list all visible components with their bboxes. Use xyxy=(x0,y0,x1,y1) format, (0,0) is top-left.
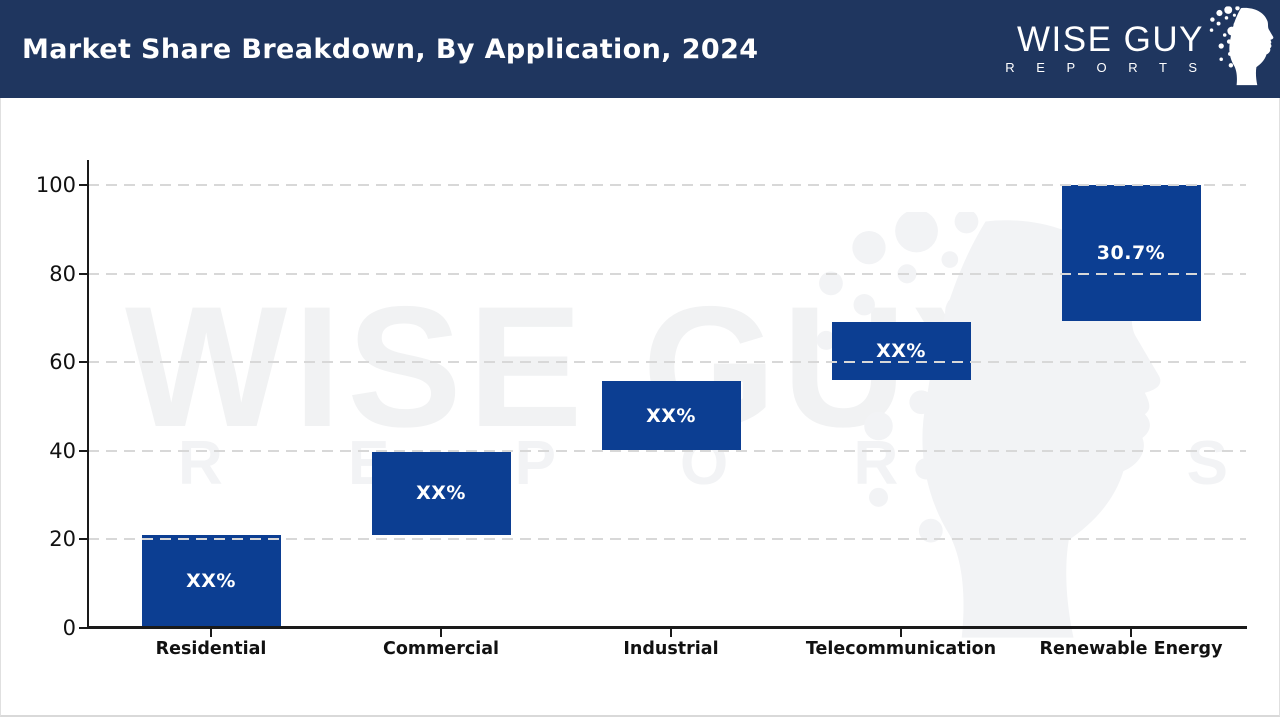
bar-value-label: XX% xyxy=(416,482,466,505)
gridline-20 xyxy=(88,538,1246,540)
y-tick-20 xyxy=(79,538,88,540)
y-axis-line xyxy=(87,160,89,629)
y-tick-label-100: 100 xyxy=(35,173,76,197)
x-axis-line xyxy=(87,626,1247,629)
y-tick-60 xyxy=(79,361,88,363)
category-label-telecommunication: Telecommunication xyxy=(805,639,997,659)
y-tick-label-80: 80 xyxy=(49,261,76,286)
bar-value-label: XX% xyxy=(186,570,236,593)
category-label-industrial: Industrial xyxy=(623,639,719,659)
bar-commercial: XX% xyxy=(371,451,511,535)
bar-value-label: XX% xyxy=(876,340,926,363)
gridline-60 xyxy=(88,361,1246,363)
x-tick-telecommunication xyxy=(900,629,902,637)
category-label-residential: Residential xyxy=(155,639,267,659)
chart-title: Market Share Breakdown, By Application, … xyxy=(22,34,759,65)
y-tick-80 xyxy=(79,272,88,275)
y-tick-100 xyxy=(79,184,88,186)
x-tick-renewable-energy xyxy=(1130,629,1132,637)
bar-telecommunication: XX% xyxy=(831,322,971,381)
bar-industrial: XX% xyxy=(601,381,741,451)
category-label-renewable-energy: Renewable Energy xyxy=(1039,639,1223,659)
x-tick-industrial xyxy=(670,629,672,637)
gridline-40 xyxy=(88,449,1246,452)
x-tick-residential xyxy=(210,629,212,637)
logo-head-icon xyxy=(1208,5,1274,87)
category-label-commercial: Commercial xyxy=(382,639,499,659)
gridline-80 xyxy=(88,272,1246,275)
logo-reports-text: R E P O R T S xyxy=(1005,60,1206,75)
y-tick-label-60: 60 xyxy=(49,350,76,374)
gridline-100 xyxy=(88,184,1246,186)
bar-residential: XX% xyxy=(141,535,281,628)
y-tick-label-20: 20 xyxy=(49,527,76,551)
bar-renewable-energy: 30.7% xyxy=(1061,185,1201,321)
y-tick-label-40: 40 xyxy=(49,438,76,463)
bar-value-label: XX% xyxy=(646,404,696,427)
wise-guy-reports-logo: WISE GUY R E P O R T S xyxy=(1005,0,1276,98)
y-tick-label-0: 0 xyxy=(62,615,76,640)
header-banner: Market Share Breakdown, By Application, … xyxy=(0,0,1280,98)
y-tick-40 xyxy=(79,449,88,452)
x-tick-commercial xyxy=(440,629,442,637)
logo-wiseguy-text: WISE GUY xyxy=(1016,20,1204,59)
y-tick-0 xyxy=(79,626,88,629)
bar-value-label: 30.7% xyxy=(1096,241,1166,264)
